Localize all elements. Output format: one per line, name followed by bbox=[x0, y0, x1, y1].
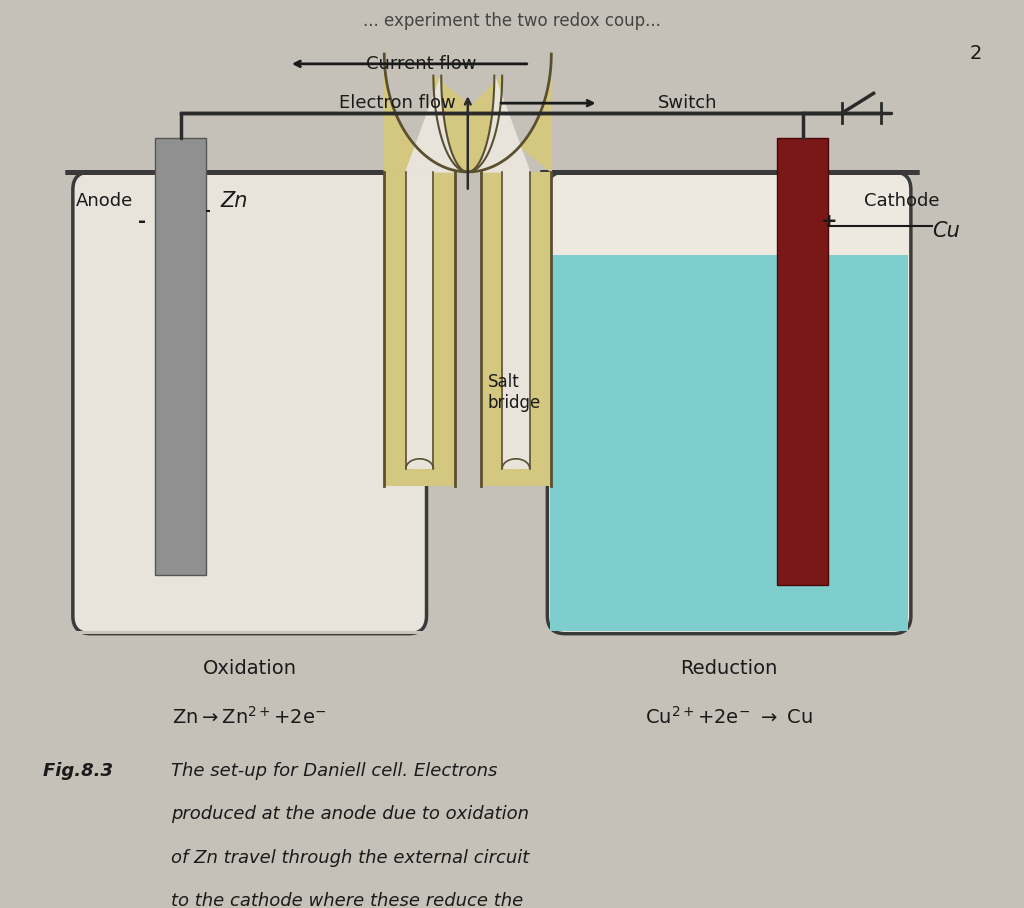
Polygon shape bbox=[406, 75, 529, 172]
Text: 2: 2 bbox=[970, 44, 982, 64]
Text: Cu$^{2+}$+2e$^{-}$ $\rightarrow$ Cu: Cu$^{2+}$+2e$^{-}$ $\rightarrow$ Cu bbox=[645, 706, 813, 728]
Bar bbox=[406, 172, 433, 469]
Text: of Zn travel through the external circuit: of Zn travel through the external circui… bbox=[171, 849, 529, 866]
Bar bbox=[76, 631, 424, 634]
Text: +: + bbox=[821, 212, 838, 231]
FancyBboxPatch shape bbox=[73, 172, 427, 634]
Text: Reduction: Reduction bbox=[680, 658, 778, 677]
Bar bbox=[777, 137, 828, 585]
Text: -: - bbox=[137, 212, 145, 231]
Bar bbox=[502, 172, 529, 469]
Text: Electron flow: Electron flow bbox=[339, 94, 456, 113]
Text: Oxidation: Oxidation bbox=[203, 658, 297, 677]
Bar bbox=[156, 137, 207, 575]
Text: Zn: Zn bbox=[220, 192, 248, 212]
FancyBboxPatch shape bbox=[548, 172, 911, 634]
Bar bbox=[480, 172, 551, 487]
Text: Current flow: Current flow bbox=[367, 54, 477, 73]
Polygon shape bbox=[384, 54, 551, 172]
Text: Cu: Cu bbox=[933, 221, 961, 241]
Text: Switch: Switch bbox=[657, 94, 717, 113]
Text: produced at the anode due to oxidation: produced at the anode due to oxidation bbox=[171, 805, 529, 824]
Text: The set-up for Daniell cell. Electrons: The set-up for Daniell cell. Electrons bbox=[171, 762, 498, 780]
Text: Cathode: Cathode bbox=[863, 192, 939, 210]
Text: Salt
bridge: Salt bridge bbox=[487, 373, 541, 412]
Text: Fig.8.3: Fig.8.3 bbox=[43, 762, 126, 780]
Text: to the cathode where these reduce the: to the cathode where these reduce the bbox=[171, 892, 523, 908]
Text: ... experiment the two redox coup...: ... experiment the two redox coup... bbox=[364, 12, 660, 30]
Text: Zn$\rightarrow$Zn$^{2+}$+2e$^{-}$: Zn$\rightarrow$Zn$^{2+}$+2e$^{-}$ bbox=[172, 706, 327, 728]
Text: Anode: Anode bbox=[76, 192, 133, 210]
Bar bbox=[550, 255, 908, 631]
Bar bbox=[384, 172, 455, 487]
